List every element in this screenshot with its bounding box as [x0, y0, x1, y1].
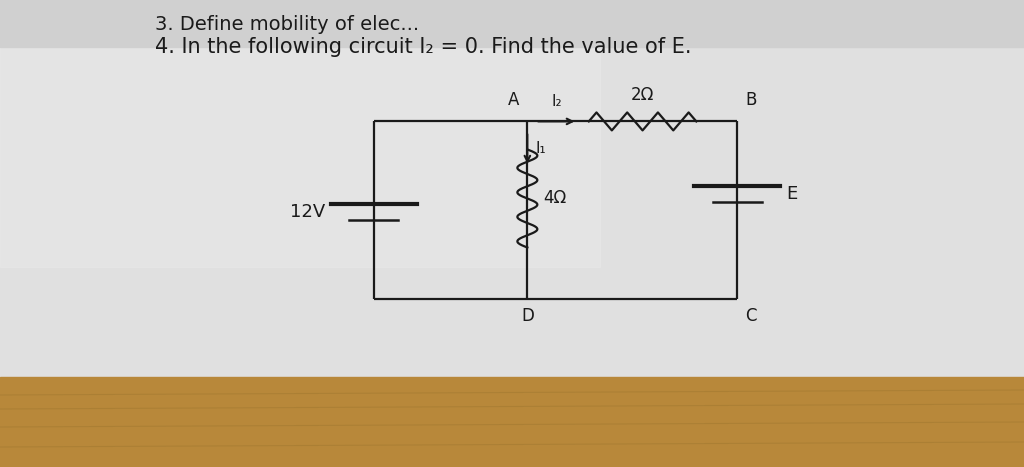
- Text: 12V: 12V: [290, 204, 325, 221]
- Text: 3. Define mobility of elec...: 3. Define mobility of elec...: [155, 15, 419, 34]
- Text: C: C: [745, 307, 757, 325]
- Text: A: A: [508, 92, 519, 109]
- Text: I₁: I₁: [536, 142, 546, 156]
- Text: B: B: [745, 92, 757, 109]
- Text: E: E: [786, 185, 798, 203]
- Bar: [0, 0, 1024, 47]
- Text: 2Ω: 2Ω: [631, 86, 654, 105]
- Bar: [0, 377, 1024, 467]
- Bar: [0, 0, 1024, 382]
- Text: 4Ω: 4Ω: [544, 190, 566, 207]
- Bar: [0, 0, 600, 267]
- Text: 4. In the following circuit I₂ = 0. Find the value of E.: 4. In the following circuit I₂ = 0. Find…: [155, 37, 691, 57]
- Text: I₂: I₂: [551, 94, 562, 109]
- Text: D: D: [521, 307, 534, 325]
